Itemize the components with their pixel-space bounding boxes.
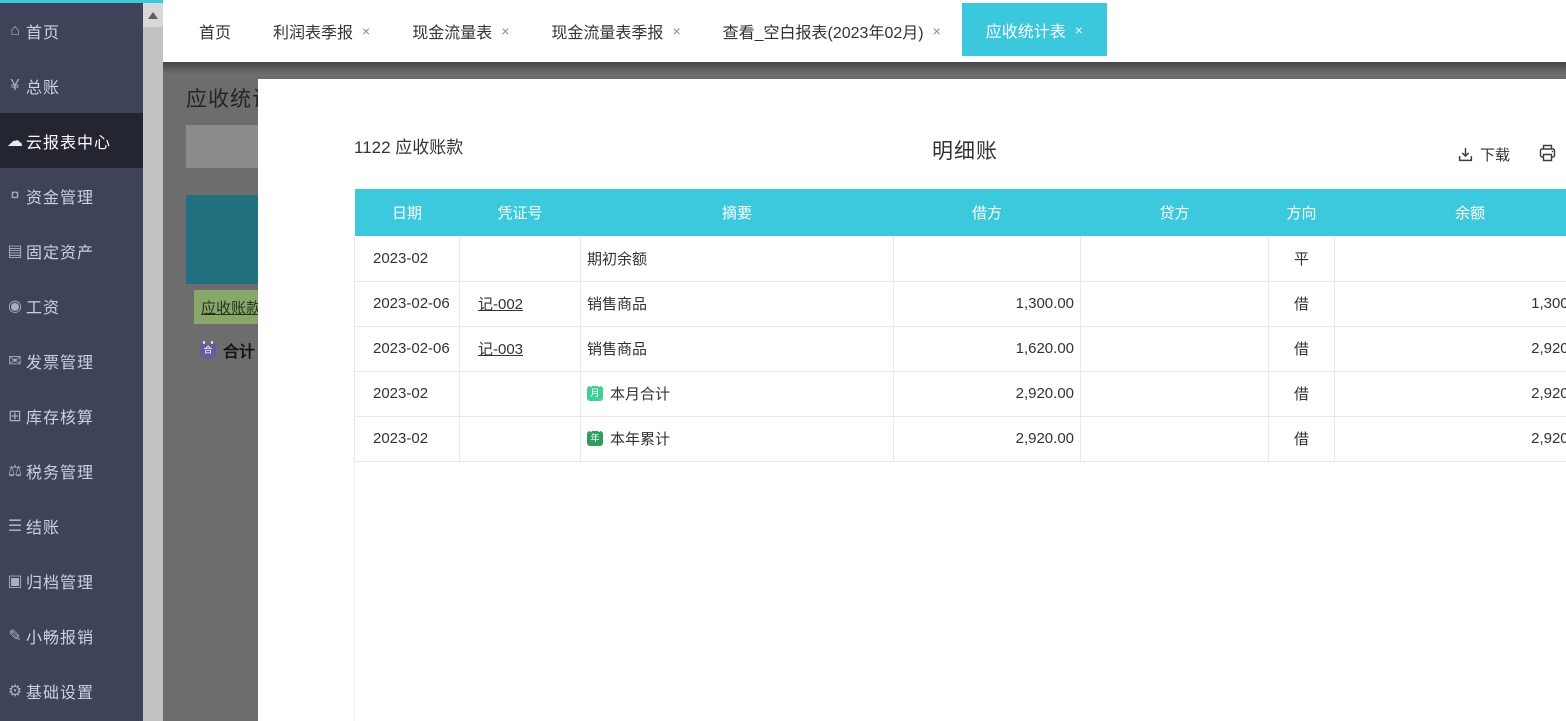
sidebar-item[interactable]: ⊞ 库存核算	[0, 388, 143, 443]
column-header: 方向	[1268, 189, 1335, 236]
settings-icon: ⚙	[7, 682, 23, 700]
column-header: 摘要	[580, 189, 894, 236]
invoice-icon: ✉	[8, 352, 22, 370]
sidebar-item[interactable]: ⚖ 税务管理	[0, 443, 143, 498]
sidebar-item[interactable]: ▣ 归档管理	[0, 553, 143, 608]
account-link[interactable]: 应收账款	[201, 299, 262, 317]
tab-bar: 首页 利润表季报 × 现金流量表 × 现金流量表季报 × 查看_空白报表(202…	[163, 0, 1566, 62]
sidebar-item[interactable]: ⌂ 首页	[0, 3, 143, 58]
column-header: 借方	[893, 189, 1081, 236]
sidebar-item[interactable]: ☰ 结账	[0, 498, 143, 553]
download-icon	[1458, 148, 1473, 162]
detail-ledger-modal: 1122 应收账款 明细账 下载	[258, 79, 1566, 721]
tab-close-icon[interactable]: ×	[672, 23, 681, 39]
arrow-up-icon	[148, 11, 158, 19]
sidebar: ⌂ 首页 ¥ 总账 ☁ 云报表中心 ¤ 资金管理 ▤ 固定资产 ◉ 工资 ✉ 发…	[0, 0, 143, 721]
expense-icon: ✎	[8, 627, 22, 645]
voucher-link[interactable]: 记-002	[478, 296, 524, 313]
sidebar-menu: ⌂ 首页 ¥ 总账 ☁ 云报表中心 ¤ 资金管理 ▤ 固定资产 ◉ 工资 ✉ 发…	[0, 0, 143, 718]
sidebar-item[interactable]: ◉ 工资	[0, 278, 143, 333]
scrollbar-thumb[interactable]	[143, 27, 163, 721]
total-label: 合计	[223, 344, 256, 361]
tax-icon: ⚖	[7, 462, 23, 480]
sidebar-item[interactable]: ▤ 固定资产	[0, 223, 143, 278]
sidebar-item[interactable]: ¤ 资金管理	[0, 168, 143, 223]
printer-icon	[1539, 144, 1556, 162]
year-calendar-icon: 年	[587, 429, 603, 446]
salary-icon: ◉	[8, 297, 22, 315]
column-header: 凭证号	[459, 189, 581, 236]
home-icon: ⌂	[10, 21, 20, 39]
closing-icon: ☰	[7, 517, 23, 535]
sidebar-scrollbar[interactable]	[143, 0, 163, 721]
table-header-row: 日期 凭证号 摘要 借方 贷方 方向 余额	[354, 189, 1566, 236]
month-calendar-icon: 月	[587, 384, 603, 401]
tab[interactable]: 现金流量表季报 ×	[551, 23, 681, 42]
table-row: 2023-02 期初余额 平	[354, 236, 1566, 282]
ledger-table: 日期 凭证号 摘要 借方 贷方 方向 余额 2023-02 期初余额 平 2023-02-0…	[354, 189, 1566, 462]
tab[interactable]: 首页	[199, 25, 232, 42]
sidebar-item[interactable]: ¥ 总账	[0, 58, 143, 113]
main-area: 首页 利润表季报 × 现金流量表 × 现金流量表季报 × 查看_空白报表(202…	[163, 0, 1566, 721]
summary-text: 本月合计	[610, 386, 671, 403]
column-header: 贷方	[1080, 189, 1269, 236]
ledger-icon: ¥	[10, 76, 20, 94]
table-row: 2023-02-06 记-003 销售商品 1,620.00 借 2,920.0…	[354, 326, 1566, 372]
tab-close-icon[interactable]: ×	[932, 23, 941, 39]
scroll-up-button[interactable]	[143, 3, 163, 27]
column-header: 余额	[1334, 189, 1566, 236]
funds-icon: ¤	[10, 186, 20, 204]
summary-text: 期初余额	[587, 250, 648, 268]
account-code-label: 1122 应收账款	[354, 138, 464, 157]
table-left-edge-line	[354, 461, 355, 721]
tab-close-icon[interactable]: ×	[1074, 21, 1083, 38]
sidebar-item[interactable]: ✎ 小畅报销	[0, 608, 143, 663]
summary-text: 销售商品	[587, 341, 648, 358]
sidebar-item[interactable]: ✉ 发票管理	[0, 333, 143, 388]
cloud-report-icon: ☁	[7, 132, 23, 150]
archive-icon: ▣	[7, 572, 23, 590]
tab[interactable]: 应收统计表 ×	[961, 3, 1107, 56]
tab[interactable]: 查看_空白报表(2023年02月) ×	[722, 23, 941, 42]
tab-close-icon[interactable]: ×	[362, 23, 371, 39]
dimmed-backdrop: 应收统计表 应收账款 合 合计 1122 应收账款 明细账 下载	[163, 62, 1566, 721]
backdrop-total-row: 合 合计	[200, 338, 255, 362]
summary-text: 本年累计	[610, 431, 671, 448]
tab[interactable]: 利润表季报 ×	[273, 23, 371, 42]
tab-close-icon[interactable]: ×	[501, 23, 510, 39]
sidebar-item[interactable]: ☁ 云报表中心	[0, 113, 143, 168]
top-accent-line	[0, 0, 163, 3]
fixed-assets-icon: ▤	[7, 242, 23, 260]
total-calendar-icon: 合	[200, 340, 216, 358]
voucher-link[interactable]: 记-003	[478, 341, 524, 358]
print-button[interactable]	[1537, 143, 1558, 163]
modal-title: 明细账	[932, 140, 998, 163]
table-row: 2023-02-06 记-002 销售商品 1,300.00 借 1,300.0…	[354, 281, 1566, 327]
column-header: 日期	[354, 189, 460, 236]
sidebar-item[interactable]: ⚙ 基础设置	[0, 663, 143, 718]
inventory-icon: ⊞	[8, 407, 22, 425]
download-button[interactable]: 下载	[1457, 144, 1510, 165]
tab[interactable]: 现金流量表 ×	[412, 23, 510, 42]
summary-text: 销售商品	[587, 296, 648, 313]
